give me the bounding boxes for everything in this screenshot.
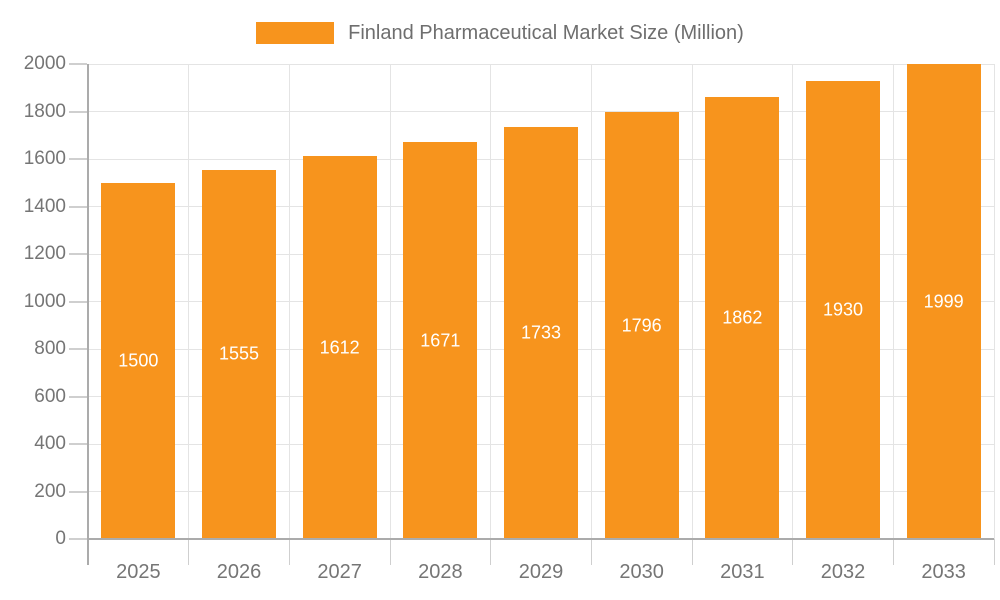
x-gridline	[892, 64, 894, 539]
y-axis-label: 1000	[23, 290, 66, 312]
y-axis-label: 2000	[23, 53, 66, 74]
x-axis-tick	[892, 539, 894, 565]
x-axis-tick	[691, 539, 693, 565]
y-axis-label: 200	[34, 480, 66, 502]
x-axis-label: 2032	[820, 561, 866, 583]
bar[interactable]	[806, 80, 880, 539]
x-gridline	[691, 64, 693, 539]
y-axis-label: 1400	[23, 195, 66, 217]
y-axis-tick	[69, 253, 87, 255]
x-axis-label: 2027	[317, 561, 362, 583]
x-axis-tick	[792, 539, 794, 565]
x-axis-label: 2025	[116, 561, 161, 583]
x-axis-label: 2026	[216, 561, 262, 583]
x-gridline	[188, 64, 190, 539]
bar-value-label: 1733	[520, 322, 562, 343]
x-gridline	[288, 64, 290, 539]
x-gridline	[490, 64, 492, 539]
y-axis-label: 1800	[23, 100, 66, 122]
bar-value-label: 1862	[722, 307, 763, 328]
y-axis-tick	[69, 490, 87, 493]
y-axis-tick	[69, 300, 87, 303]
bar[interactable]	[604, 112, 679, 539]
bar-value-label: 1999	[923, 291, 964, 312]
bar-value-label: 1796	[621, 315, 662, 336]
x-gridline	[792, 64, 794, 539]
legend-label: Finland Pharmaceutical Market Size (Mill…	[348, 21, 744, 44]
bar[interactable]	[101, 182, 176, 539]
x-axis-label: 2033	[921, 561, 966, 583]
y-axis-tick	[69, 395, 87, 398]
x-axis-label: 2028	[418, 561, 463, 583]
y-axis-tick	[69, 443, 87, 445]
x-axis-tick	[590, 539, 592, 565]
x-axis-tick	[188, 539, 190, 565]
x-axis-tick	[993, 539, 995, 565]
y-axis-tick	[69, 63, 87, 65]
y-gridline	[88, 111, 994, 112]
y-axis-tick	[69, 205, 87, 208]
bar[interactable]	[302, 156, 377, 539]
y-gridline	[88, 63, 994, 65]
x-axis-label: 2030	[619, 561, 664, 583]
legend-swatch-icon	[256, 22, 335, 44]
bar[interactable]	[403, 142, 478, 539]
y-axis-label: 0	[55, 528, 66, 549]
y-axis-tick	[69, 110, 87, 113]
bar-value-label: 1500	[118, 350, 159, 371]
y-axis-tick	[69, 538, 87, 540]
bar-value-label: 1671	[420, 330, 461, 351]
y-axis-tick	[69, 348, 87, 350]
x-axis-label: 2029	[518, 561, 564, 583]
bar-value-label: 1612	[319, 337, 360, 358]
y-axis-label: 800	[34, 338, 66, 359]
x-axis-line	[88, 538, 994, 540]
bar-value-label: 1555	[218, 343, 260, 364]
y-axis-label: 1600	[23, 148, 66, 169]
x-gridline	[590, 64, 592, 539]
x-axis-tick	[490, 539, 492, 565]
bar[interactable]	[504, 127, 578, 539]
legend[interactable]: Finland Pharmaceutical Market Size (Mill…	[0, 18, 1000, 48]
y-axis-label: 1200	[23, 243, 66, 264]
bar[interactable]	[202, 169, 276, 539]
x-axis-tick	[389, 539, 391, 565]
y-axis-tick	[69, 158, 87, 160]
bar[interactable]	[906, 64, 981, 539]
x-axis-label: 2031	[720, 561, 765, 583]
x-gridline	[389, 64, 391, 539]
y-axis-label: 400	[34, 433, 66, 454]
plot-area: 0 200 400 600 800 1000 1200 1400 1600 1800 2000 202…	[24, 53, 995, 583]
y-axis-label: 600	[34, 385, 66, 407]
x-axis-tick	[288, 539, 290, 565]
y-axis-line	[87, 64, 89, 565]
x-gridline	[993, 64, 995, 539]
bar-value-label: 1930	[822, 299, 864, 320]
bar[interactable]	[705, 96, 780, 539]
